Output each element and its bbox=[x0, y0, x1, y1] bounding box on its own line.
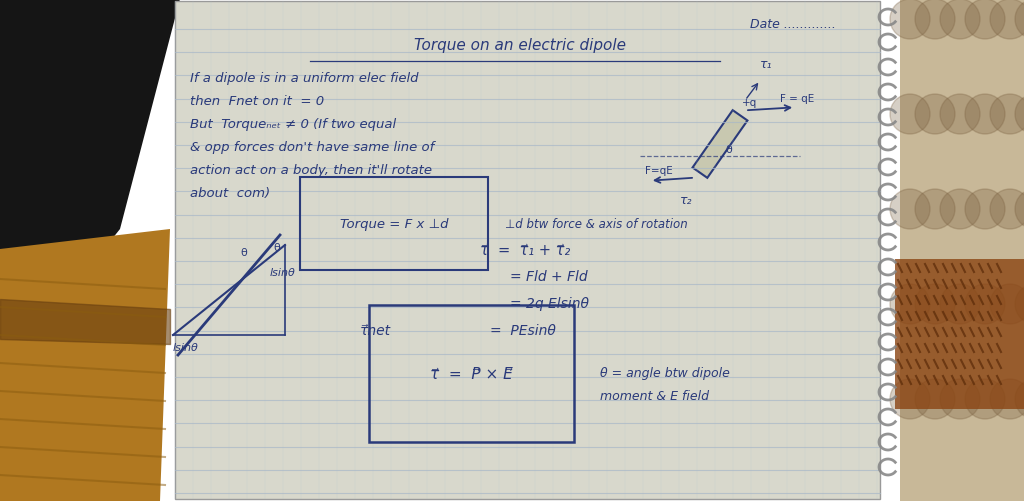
Text: F=qE: F=qE bbox=[645, 165, 673, 175]
Circle shape bbox=[965, 285, 1005, 324]
Text: lsinθ: lsinθ bbox=[270, 268, 296, 278]
Text: & opp forces don't have same line of: & opp forces don't have same line of bbox=[190, 141, 434, 154]
Text: Date .............: Date ............. bbox=[750, 18, 836, 31]
Circle shape bbox=[890, 95, 930, 135]
Text: τ⃗net: τ⃗net bbox=[360, 323, 391, 337]
Text: =  PEsinθ: = PEsinθ bbox=[490, 323, 556, 337]
Circle shape bbox=[940, 0, 980, 40]
Text: action act on a body, then it'll rotate: action act on a body, then it'll rotate bbox=[190, 164, 432, 177]
Text: +q: +q bbox=[742, 98, 758, 108]
Circle shape bbox=[890, 0, 930, 40]
Circle shape bbox=[1015, 285, 1024, 324]
Circle shape bbox=[915, 0, 955, 40]
Circle shape bbox=[940, 285, 980, 324]
Text: ⊥d btw force & axis of rotation: ⊥d btw force & axis of rotation bbox=[505, 217, 688, 230]
Circle shape bbox=[1015, 0, 1024, 40]
Circle shape bbox=[890, 379, 930, 419]
Circle shape bbox=[1015, 189, 1024, 229]
Circle shape bbox=[940, 189, 980, 229]
Circle shape bbox=[940, 95, 980, 135]
Polygon shape bbox=[0, 229, 170, 501]
Text: then  Fnet on it  = 0: then Fnet on it = 0 bbox=[190, 95, 325, 108]
Circle shape bbox=[990, 285, 1024, 324]
Text: τ⃗  =  P⃗ × E⃗: τ⃗ = P⃗ × E⃗ bbox=[430, 366, 513, 381]
Text: lsinθ: lsinθ bbox=[173, 342, 199, 352]
Circle shape bbox=[1015, 379, 1024, 419]
Circle shape bbox=[965, 379, 1005, 419]
Circle shape bbox=[990, 189, 1024, 229]
Text: Torque = F x ⊥d: Torque = F x ⊥d bbox=[340, 217, 449, 230]
Text: = 2q Elsinθ: = 2q Elsinθ bbox=[510, 297, 589, 311]
Text: If a dipole is in a uniform elec field: If a dipole is in a uniform elec field bbox=[190, 72, 419, 85]
Text: θ: θ bbox=[273, 242, 280, 253]
Bar bbox=[900, 0, 1024, 501]
Circle shape bbox=[1015, 95, 1024, 135]
Circle shape bbox=[990, 95, 1024, 135]
Polygon shape bbox=[0, 0, 180, 379]
Circle shape bbox=[890, 189, 930, 229]
Text: Torque on an electric dipole: Torque on an electric dipole bbox=[414, 38, 626, 53]
Text: τ₂: τ₂ bbox=[680, 193, 692, 206]
Circle shape bbox=[915, 379, 955, 419]
Circle shape bbox=[915, 95, 955, 135]
Polygon shape bbox=[692, 111, 748, 178]
Circle shape bbox=[990, 379, 1024, 419]
Circle shape bbox=[940, 379, 980, 419]
Circle shape bbox=[965, 189, 1005, 229]
Circle shape bbox=[965, 0, 1005, 40]
Bar bbox=[895, 260, 1024, 409]
Circle shape bbox=[990, 0, 1024, 40]
Text: F = qE: F = qE bbox=[780, 94, 814, 104]
Circle shape bbox=[965, 95, 1005, 135]
Text: τ⃗  =  τ⃗₁ + τ⃗₂: τ⃗ = τ⃗₁ + τ⃗₂ bbox=[480, 242, 570, 258]
Text: = Fld + Fld: = Fld + Fld bbox=[510, 270, 588, 284]
Text: τ₁: τ₁ bbox=[760, 58, 772, 71]
Circle shape bbox=[890, 285, 930, 324]
Text: θ = angle btw dipole: θ = angle btw dipole bbox=[600, 366, 730, 379]
Text: θ: θ bbox=[725, 145, 732, 155]
Text: θ: θ bbox=[240, 247, 247, 258]
Text: about  com): about com) bbox=[190, 187, 270, 199]
Text: But  Torqueₙₑₜ ≠ 0 (If two equal: But Torqueₙₑₜ ≠ 0 (If two equal bbox=[190, 118, 396, 131]
Circle shape bbox=[915, 189, 955, 229]
Circle shape bbox=[915, 285, 955, 324]
Text: moment & E field: moment & E field bbox=[600, 389, 709, 402]
FancyBboxPatch shape bbox=[175, 2, 880, 499]
